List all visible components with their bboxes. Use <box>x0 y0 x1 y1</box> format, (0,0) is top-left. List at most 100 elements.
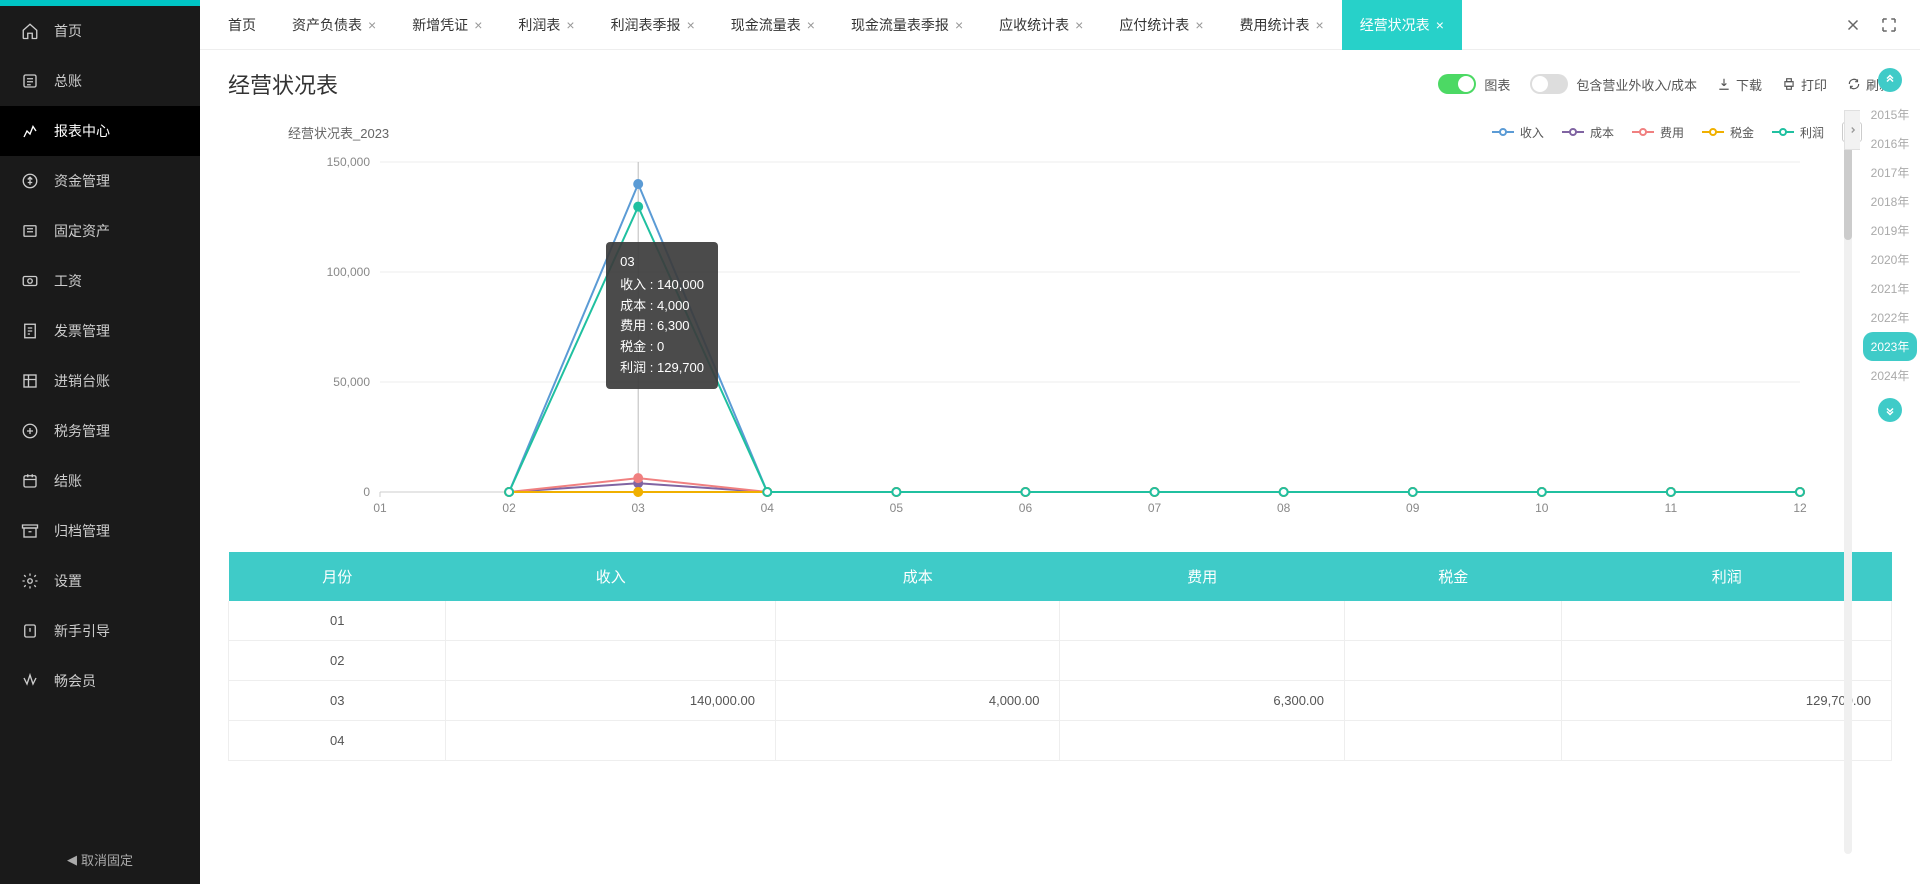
year-item-2021年[interactable]: 2021年 <box>1863 274 1918 303</box>
tab-close-icon[interactable]: × <box>1075 17 1083 33</box>
sidebar-item-archive[interactable]: 归档管理 <box>0 506 200 556</box>
year-rail-collapse[interactable] <box>1844 110 1860 150</box>
svg-text:05: 05 <box>890 501 904 515</box>
legend-item-收入[interactable]: 收入 <box>1492 124 1544 141</box>
svg-text:07: 07 <box>1148 501 1162 515</box>
tab-label: 现金流量表 <box>731 15 801 35</box>
year-item-2024年[interactable]: 2024年 <box>1863 361 1918 390</box>
year-up-button[interactable] <box>1878 68 1902 92</box>
sidebar-item-guide[interactable]: 新手引导 <box>0 606 200 656</box>
sidebar-item-close-period[interactable]: 结账 <box>0 456 200 506</box>
sidebar-footer-label: 取消固定 <box>81 850 133 869</box>
table-cell-month: 02 <box>229 641 446 681</box>
table-cell <box>446 721 775 761</box>
legend-item-成本[interactable]: 成本 <box>1562 124 1614 141</box>
sidebar-item-money[interactable]: 资金管理 <box>0 156 200 206</box>
line-chart[interactable]: 050,000100,000150,0000102030405060708091… <box>228 152 1892 532</box>
sidebar-item-report[interactable]: 报表中心 <box>0 106 200 156</box>
tab-资产负债表[interactable]: 资产负债表× <box>274 0 394 50</box>
year-item-2017年[interactable]: 2017年 <box>1863 158 1918 187</box>
svg-text:11: 11 <box>1665 501 1678 515</box>
tab-label: 应收统计表 <box>999 15 1069 35</box>
close-period-icon <box>20 471 40 491</box>
sidebar-item-tax[interactable]: 税务管理 <box>0 406 200 456</box>
salary-icon <box>20 271 40 291</box>
legend-marker-icon <box>1702 127 1724 137</box>
sidebar-item-invoice[interactable]: 发票管理 <box>0 306 200 356</box>
year-item-2019年[interactable]: 2019年 <box>1863 216 1918 245</box>
year-item-2018年[interactable]: 2018年 <box>1863 187 1918 216</box>
table-cell-month: 01 <box>229 601 446 641</box>
tab-label: 经营状况表 <box>1360 15 1430 35</box>
print-button[interactable]: 打印 <box>1782 75 1827 94</box>
legend-label: 收入 <box>1520 124 1544 141</box>
year-item-2023年[interactable]: 2023年 <box>1863 332 1918 361</box>
chart-title: 经营状况表_2023 <box>288 123 389 142</box>
year-item-2020年[interactable]: 2020年 <box>1863 245 1918 274</box>
year-item-2022年[interactable]: 2022年 <box>1863 303 1918 332</box>
toggle-extra-label: 包含营业外收入/成本 <box>1576 75 1697 94</box>
close-all-tabs-icon[interactable] <box>1844 16 1862 34</box>
year-down-button[interactable] <box>1878 398 1902 422</box>
table-cell <box>1060 601 1345 641</box>
tab-label: 现金流量表季报 <box>851 15 949 35</box>
table-cell <box>1060 641 1345 681</box>
table-cell <box>1562 601 1892 641</box>
tab-close-icon[interactable]: × <box>1436 17 1444 33</box>
tax-icon <box>20 421 40 441</box>
tab-首页[interactable]: 首页 <box>210 0 274 50</box>
tab-应付统计表[interactable]: 应付统计表× <box>1101 0 1221 50</box>
table-header: 税金 <box>1345 552 1562 601</box>
table-cell <box>1562 641 1892 681</box>
sidebar-item-asset[interactable]: 固定资产 <box>0 206 200 256</box>
tab-利润表[interactable]: 利润表× <box>500 0 592 50</box>
refresh-icon <box>1847 77 1861 91</box>
invoice-icon <box>20 321 40 341</box>
tab-应收统计表[interactable]: 应收统计表 × <box>981 0 1101 50</box>
toggle-extra-income[interactable] <box>1530 74 1568 94</box>
tab-新增凭证[interactable]: 新增凭证× <box>394 0 500 50</box>
table-cell <box>1345 641 1562 681</box>
toggle-chart[interactable] <box>1438 74 1476 94</box>
tab-close-icon[interactable]: × <box>1195 17 1203 33</box>
legend-item-利润[interactable]: 利润 <box>1772 124 1824 141</box>
tab-close-icon[interactable]: × <box>368 17 376 33</box>
sidebar-item-salary[interactable]: 工资 <box>0 256 200 306</box>
legend-label: 利润 <box>1800 124 1824 141</box>
year-item-2016年[interactable]: 2016年 <box>1863 129 1918 158</box>
tab-close-icon[interactable]: × <box>687 17 695 33</box>
sidebar-item-vip[interactable]: 畅会员 <box>0 656 200 706</box>
svg-text:12: 12 <box>1793 501 1807 515</box>
tab-close-icon[interactable]: × <box>1316 17 1324 33</box>
legend-item-费用[interactable]: 费用 <box>1632 124 1684 141</box>
table-cell <box>446 601 775 641</box>
sidebar-pin-toggle[interactable]: ◀ 取消固定 <box>0 835 200 884</box>
toggle-chart-label: 图表 <box>1484 75 1510 94</box>
tab-费用统计表[interactable]: 费用统计表× <box>1222 0 1342 50</box>
download-button[interactable]: 下载 <box>1717 75 1762 94</box>
tab-现金流量表[interactable]: 现金流量表 × <box>713 0 833 50</box>
sidebar-item-settings[interactable]: 设置 <box>0 556 200 606</box>
tab-经营状况表[interactable]: 经营状况表 × <box>1342 0 1462 50</box>
archive-icon <box>20 521 40 541</box>
fullscreen-icon[interactable] <box>1880 16 1898 34</box>
scrollbar[interactable] <box>1844 120 1852 854</box>
table-cell: 129,700.00 <box>1562 681 1892 721</box>
tab-close-icon[interactable]: × <box>566 17 574 33</box>
tab-close-icon[interactable]: × <box>955 17 963 33</box>
chevron-up-icon <box>1884 74 1896 86</box>
sidebar-item-ledger[interactable]: 总账 <box>0 56 200 106</box>
pin-icon: ◀ <box>67 852 77 868</box>
sidebar-item-home[interactable]: 首页 <box>0 6 200 56</box>
legend-item-税金[interactable]: 税金 <box>1702 124 1754 141</box>
sidebar-item-label: 首页 <box>54 21 82 41</box>
tab-label: 利润表季报 <box>611 15 681 35</box>
sidebar-item-stock[interactable]: 进销台账 <box>0 356 200 406</box>
tab-利润表季报[interactable]: 利润表季报 × <box>593 0 713 50</box>
table-row: 01 <box>229 601 1892 641</box>
tab-现金流量表季报[interactable]: 现金流量表季报 × <box>833 0 981 50</box>
tab-close-icon[interactable]: × <box>474 17 482 33</box>
tab-close-icon[interactable]: × <box>807 17 815 33</box>
table-cell <box>1345 681 1562 721</box>
year-item-2015年[interactable]: 2015年 <box>1863 100 1918 129</box>
